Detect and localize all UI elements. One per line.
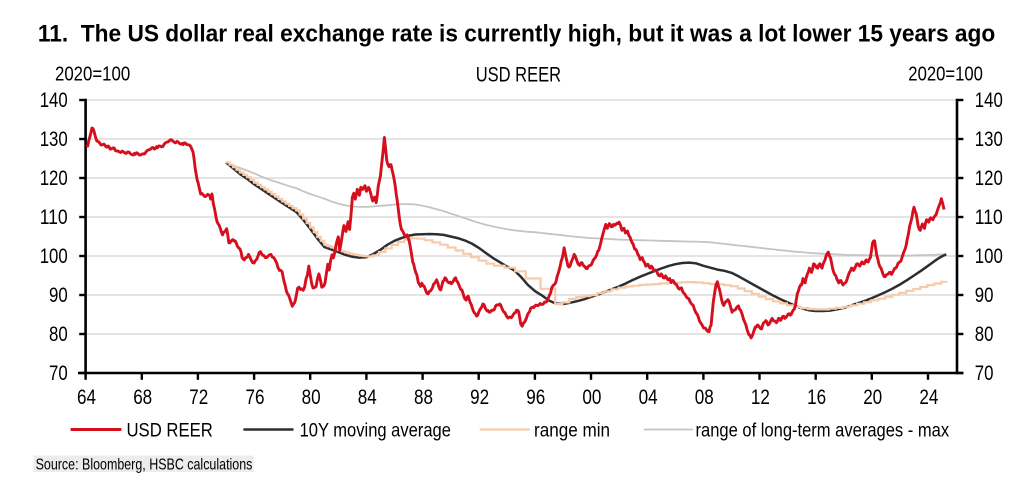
svg-text:64: 64 <box>77 385 96 409</box>
svg-text:100: 100 <box>40 244 68 268</box>
svg-text:130: 130 <box>40 127 68 151</box>
svg-text:84: 84 <box>358 385 377 409</box>
svg-text:76: 76 <box>246 385 265 409</box>
svg-text:USD REER: USD REER <box>127 421 213 442</box>
svg-text:92: 92 <box>470 385 489 409</box>
svg-text:88: 88 <box>414 385 433 409</box>
svg-text:96: 96 <box>526 385 545 409</box>
svg-text:24: 24 <box>919 385 938 409</box>
svg-text:70: 70 <box>49 361 68 385</box>
svg-text:80: 80 <box>49 322 68 346</box>
svg-text:130: 130 <box>975 127 1003 151</box>
svg-text:11. The US dollar real exchan: 11. The US dollar real exchange rate is … <box>38 21 995 48</box>
svg-text:80: 80 <box>302 385 321 409</box>
svg-text:10Y moving average: 10Y moving average <box>300 421 451 442</box>
svg-text:140: 140 <box>975 88 1003 112</box>
svg-text:80: 80 <box>975 322 994 346</box>
svg-text:68: 68 <box>133 385 152 409</box>
svg-text:100: 100 <box>975 244 1003 268</box>
svg-text:110: 110 <box>40 205 68 229</box>
svg-text:USD REER: USD REER <box>476 62 561 86</box>
svg-text:90: 90 <box>49 283 68 307</box>
svg-text:140: 140 <box>40 88 68 112</box>
svg-text:110: 110 <box>975 205 1003 229</box>
svg-text:72: 72 <box>189 385 208 409</box>
svg-text:Source: Bloomberg, HSBC calcul: Source: Bloomberg, HSBC calculations <box>36 456 253 473</box>
svg-text:120: 120 <box>975 166 1003 190</box>
svg-text:08: 08 <box>695 385 714 409</box>
svg-text:04: 04 <box>639 385 658 409</box>
svg-text:20: 20 <box>863 385 882 409</box>
svg-text:2020=100: 2020=100 <box>55 64 130 86</box>
svg-text:90: 90 <box>975 283 994 307</box>
svg-text:120: 120 <box>40 166 68 190</box>
svg-text:range of long-term averages -: range of long-term averages - max <box>696 421 950 442</box>
svg-text:16: 16 <box>807 385 826 409</box>
svg-text:00: 00 <box>582 385 601 409</box>
svg-text:2020=100: 2020=100 <box>908 63 983 85</box>
svg-text:12: 12 <box>751 385 770 409</box>
svg-text:range min: range min <box>534 421 610 442</box>
svg-text:70: 70 <box>975 361 994 385</box>
